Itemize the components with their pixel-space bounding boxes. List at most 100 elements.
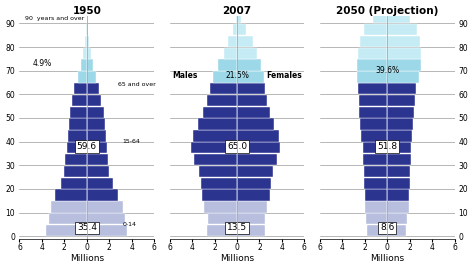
Bar bbox=[87, 71, 96, 83]
Bar bbox=[204, 201, 237, 213]
Bar bbox=[87, 166, 109, 177]
Bar bbox=[224, 48, 237, 59]
Bar bbox=[78, 71, 87, 83]
Bar bbox=[364, 24, 387, 35]
Bar bbox=[87, 201, 123, 213]
X-axis label: Millions: Millions bbox=[220, 254, 254, 263]
Bar bbox=[363, 154, 387, 165]
Bar bbox=[359, 95, 387, 106]
Bar bbox=[87, 178, 113, 189]
Bar bbox=[237, 24, 246, 35]
Bar bbox=[387, 130, 412, 141]
Bar bbox=[387, 48, 421, 59]
Bar bbox=[387, 201, 409, 213]
X-axis label: Millions: Millions bbox=[70, 254, 104, 263]
Bar bbox=[87, 225, 127, 236]
Bar bbox=[237, 189, 270, 201]
Bar bbox=[68, 130, 87, 141]
Text: 8.6: 8.6 bbox=[380, 223, 394, 232]
Text: 4.9%: 4.9% bbox=[33, 59, 52, 68]
Bar bbox=[70, 107, 87, 118]
Bar bbox=[81, 59, 87, 71]
Text: 21.5%: 21.5% bbox=[225, 71, 249, 80]
Bar bbox=[87, 107, 104, 118]
Bar bbox=[237, 107, 270, 118]
Text: 59.6: 59.6 bbox=[77, 142, 97, 151]
Bar bbox=[237, 201, 267, 213]
Bar bbox=[237, 166, 273, 177]
Bar bbox=[237, 71, 264, 83]
Bar bbox=[87, 154, 108, 165]
Bar bbox=[237, 12, 241, 23]
Bar bbox=[387, 24, 418, 35]
Bar bbox=[387, 189, 409, 201]
Bar bbox=[237, 130, 279, 141]
Bar bbox=[202, 189, 237, 201]
Title: 2050 (Projection): 2050 (Projection) bbox=[336, 6, 438, 16]
Bar bbox=[237, 225, 265, 236]
Bar bbox=[237, 36, 253, 47]
Bar bbox=[364, 178, 387, 189]
Bar bbox=[365, 189, 387, 201]
Text: 65.0: 65.0 bbox=[227, 142, 247, 151]
Bar bbox=[358, 48, 387, 59]
Text: 65 and over: 65 and over bbox=[118, 82, 156, 87]
Bar bbox=[387, 107, 414, 118]
Bar bbox=[199, 166, 237, 177]
Bar bbox=[208, 213, 237, 224]
Bar bbox=[86, 24, 87, 35]
Bar bbox=[194, 154, 237, 165]
Bar bbox=[87, 213, 125, 224]
Bar bbox=[193, 130, 237, 141]
Bar bbox=[55, 189, 87, 201]
Bar bbox=[218, 59, 237, 71]
Bar bbox=[387, 225, 406, 236]
Bar bbox=[51, 201, 87, 213]
Bar bbox=[357, 59, 387, 71]
Text: 90  years and over: 90 years and over bbox=[25, 16, 84, 21]
Bar bbox=[49, 213, 87, 224]
Bar bbox=[237, 59, 261, 71]
Bar bbox=[87, 36, 89, 47]
Bar bbox=[69, 118, 87, 130]
Bar bbox=[87, 142, 107, 153]
Bar bbox=[237, 83, 265, 94]
Bar bbox=[387, 95, 415, 106]
Bar bbox=[387, 36, 420, 47]
Bar bbox=[387, 59, 421, 71]
Bar bbox=[237, 142, 280, 153]
Bar bbox=[237, 178, 271, 189]
Bar bbox=[367, 225, 387, 236]
Bar bbox=[364, 166, 387, 177]
X-axis label: Millions: Millions bbox=[370, 254, 404, 263]
Text: 0-14: 0-14 bbox=[123, 222, 137, 227]
Bar bbox=[198, 118, 237, 130]
Bar bbox=[387, 178, 410, 189]
Bar bbox=[87, 48, 91, 59]
Bar bbox=[87, 95, 101, 106]
Bar bbox=[67, 142, 87, 153]
Bar bbox=[64, 166, 87, 177]
Bar bbox=[387, 154, 411, 165]
Bar bbox=[46, 225, 87, 236]
Bar bbox=[387, 213, 407, 224]
Bar bbox=[237, 95, 267, 106]
Text: 39.6%: 39.6% bbox=[375, 66, 399, 75]
Bar bbox=[210, 83, 237, 94]
Bar bbox=[87, 130, 106, 141]
Bar bbox=[387, 71, 419, 83]
Bar bbox=[85, 36, 87, 47]
Bar bbox=[366, 213, 387, 224]
Bar bbox=[201, 178, 237, 189]
Bar bbox=[233, 24, 237, 35]
Bar bbox=[358, 83, 387, 94]
Bar bbox=[361, 130, 387, 141]
Text: Males: Males bbox=[172, 71, 197, 80]
Bar bbox=[363, 142, 387, 153]
Bar bbox=[387, 142, 411, 153]
Bar bbox=[203, 107, 237, 118]
Bar bbox=[87, 118, 105, 130]
Bar bbox=[237, 118, 274, 130]
Bar bbox=[87, 59, 93, 71]
Bar bbox=[387, 12, 410, 23]
